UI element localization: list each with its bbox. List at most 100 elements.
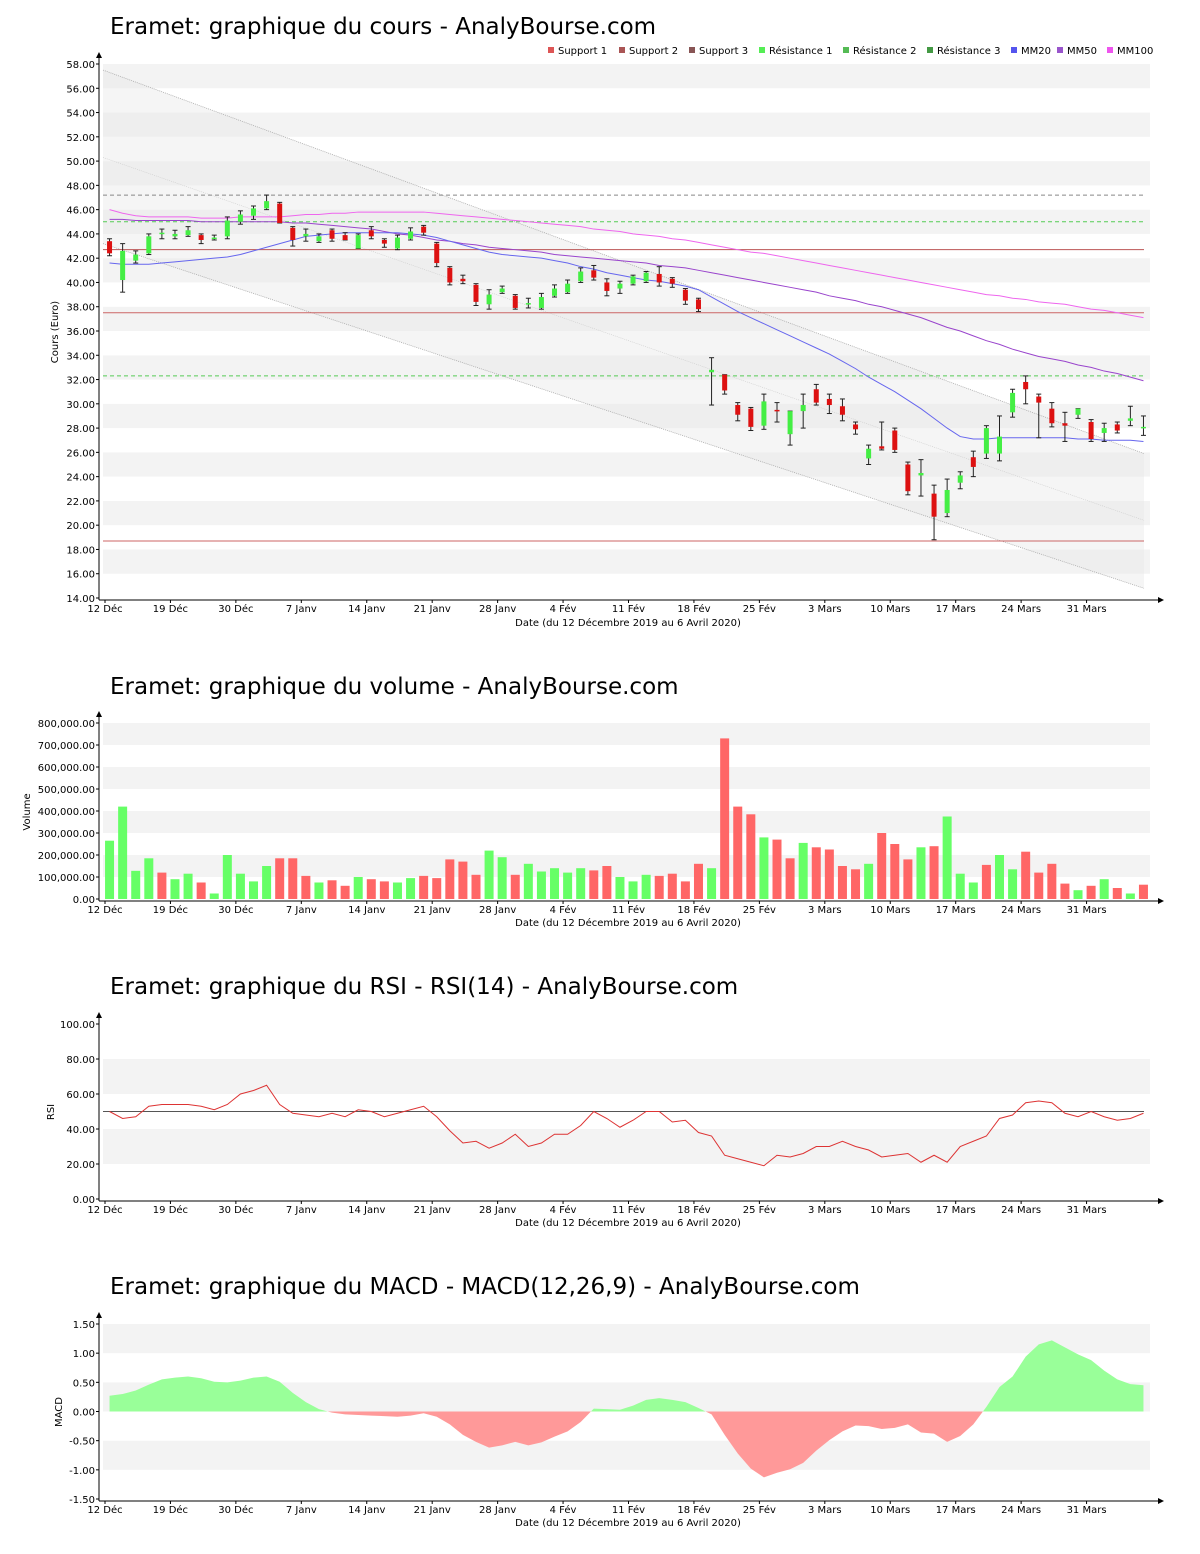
macd-band [103, 1324, 1150, 1354]
candle-body [394, 237, 400, 249]
volume-bar [1099, 879, 1109, 899]
price-x-tick-label: 30 Déc [218, 603, 253, 615]
volume-bar [157, 872, 167, 899]
candle-body [368, 230, 374, 237]
volume-bar [445, 859, 455, 899]
volume-bar [864, 863, 874, 899]
volume-x-tick-label: 7 Janv [286, 905, 317, 916]
macd-y-tick-label: 1.00 [73, 1349, 95, 1360]
volume-bar [144, 858, 154, 899]
macd-x-axis-label: Date (du 12 Décembre 2019 au 6 Avril 202… [515, 1517, 741, 1529]
price-x-tick-label: 21 Janv [414, 604, 451, 615]
candle-body [643, 272, 649, 282]
candle-body [695, 299, 701, 310]
volume-bar [851, 869, 861, 899]
candle-body [826, 398, 832, 406]
price-chart-title: Eramet: graphique du cours - AnalyBourse… [110, 14, 656, 40]
candle-body [159, 232, 165, 235]
rsi-y-tick-label: 80.00 [66, 1055, 95, 1066]
candle-body [499, 288, 505, 293]
candle-body [591, 270, 597, 278]
price-band [103, 428, 1150, 453]
price-x-tick-label: 25 Fév [743, 603, 776, 615]
candle-body [970, 457, 976, 467]
macd-y-tick-label: 0.50 [73, 1378, 95, 1389]
volume-x-tick-label: 18 Fév [677, 904, 710, 916]
rsi-x-tick-label: 19 Déc [153, 1204, 188, 1216]
candle-body [905, 464, 911, 492]
price-y-tick-label: 44.00 [66, 230, 95, 241]
macd-y-tick-label: -1.00 [69, 1466, 95, 1477]
price-chart: 14.00 16.00 18.00 20.00 22.00 24.00 26.00 28.00… [66, 45, 1164, 615]
rsi-x-tick-label: 21 Janv [414, 1205, 451, 1216]
candle-body [486, 294, 492, 305]
price-channel-area [103, 70, 1144, 589]
volume-bar [288, 858, 298, 899]
price-y-tick-label: 50.00 [66, 157, 95, 168]
macd-x-tick-label: 4 Fév [550, 1504, 577, 1516]
volume-bar [1073, 890, 1083, 899]
macd-x-tick-label: 11 Fév [612, 1504, 645, 1516]
volume-bar [536, 871, 546, 899]
macd-y-tick-label: -1.50 [69, 1495, 95, 1506]
volume-bar [759, 837, 769, 899]
price-x-tick-label: 4 Fév [550, 603, 577, 615]
price-y-tick-label: 38.00 [66, 303, 95, 314]
volume-bar [903, 859, 913, 899]
rsi-x-tick-label: 7 Janv [286, 1205, 317, 1216]
price-y-tick-label: 14.00 [66, 594, 95, 605]
candle-body [983, 428, 989, 454]
price-band [103, 355, 1150, 380]
price-y-tick-label: 40.00 [66, 278, 95, 289]
volume-bar [327, 880, 337, 899]
volume-bar [131, 870, 141, 899]
candle-body [1114, 424, 1120, 431]
legend-swatch [689, 47, 695, 53]
candle-body [931, 493, 937, 517]
price-band [103, 161, 1150, 186]
candle-body [944, 489, 950, 514]
volume-x-tick-label: 28 Janv [479, 905, 516, 916]
volume-bar [432, 878, 442, 899]
volume-x-tick-label: 3 Mars [808, 905, 842, 916]
candle-body [996, 436, 1002, 454]
rsi-x-tick-label: 25 Fév [743, 1204, 776, 1216]
price-y-tick-label: 26.00 [66, 448, 95, 459]
volume-bar [955, 873, 965, 899]
volume-bar [1021, 851, 1031, 899]
macd-band [103, 1469, 1150, 1499]
candle-body [237, 214, 243, 222]
macd-band [103, 1411, 1150, 1441]
volume-bar [118, 806, 128, 899]
volume-bar [994, 855, 1004, 899]
candle-body [133, 254, 139, 261]
candle-body [473, 284, 479, 302]
rsi-x-tick-label: 30 Déc [218, 1204, 253, 1216]
candle-body [813, 389, 819, 403]
candle-body [918, 472, 924, 476]
volume-bar [720, 738, 730, 899]
volume-chart-title: Eramet: graphique du volume - AnalyBours… [110, 674, 679, 700]
legend-label: Support 3 [699, 46, 748, 57]
macd-x-tick-label: 25 Fév [743, 1504, 776, 1516]
volume-bar [602, 866, 612, 899]
candle-body [853, 424, 859, 430]
macd-positive-area [109, 1376, 328, 1412]
candle-body [787, 411, 793, 435]
candle-body [1140, 426, 1146, 429]
price-y-tick-label: 52.00 [66, 133, 95, 144]
price-y-tick-label: 48.00 [66, 181, 95, 192]
price-channel-upper [102, 69, 1145, 454]
volume-bar [824, 849, 834, 899]
macd-y-tick-label: -0.50 [69, 1437, 95, 1448]
price-channel-lower [102, 243, 1145, 589]
volume-bar [589, 870, 599, 899]
candle-body [525, 303, 531, 305]
volume-bar [641, 874, 651, 899]
macd-x-tick-label: 10 Mars [870, 1505, 910, 1516]
volume-bar [366, 879, 376, 899]
price-y-tick-label: 18.00 [66, 545, 95, 556]
volume-bar [654, 875, 664, 899]
macd-negative-area [327, 1411, 591, 1448]
volume-bar [1086, 885, 1096, 899]
